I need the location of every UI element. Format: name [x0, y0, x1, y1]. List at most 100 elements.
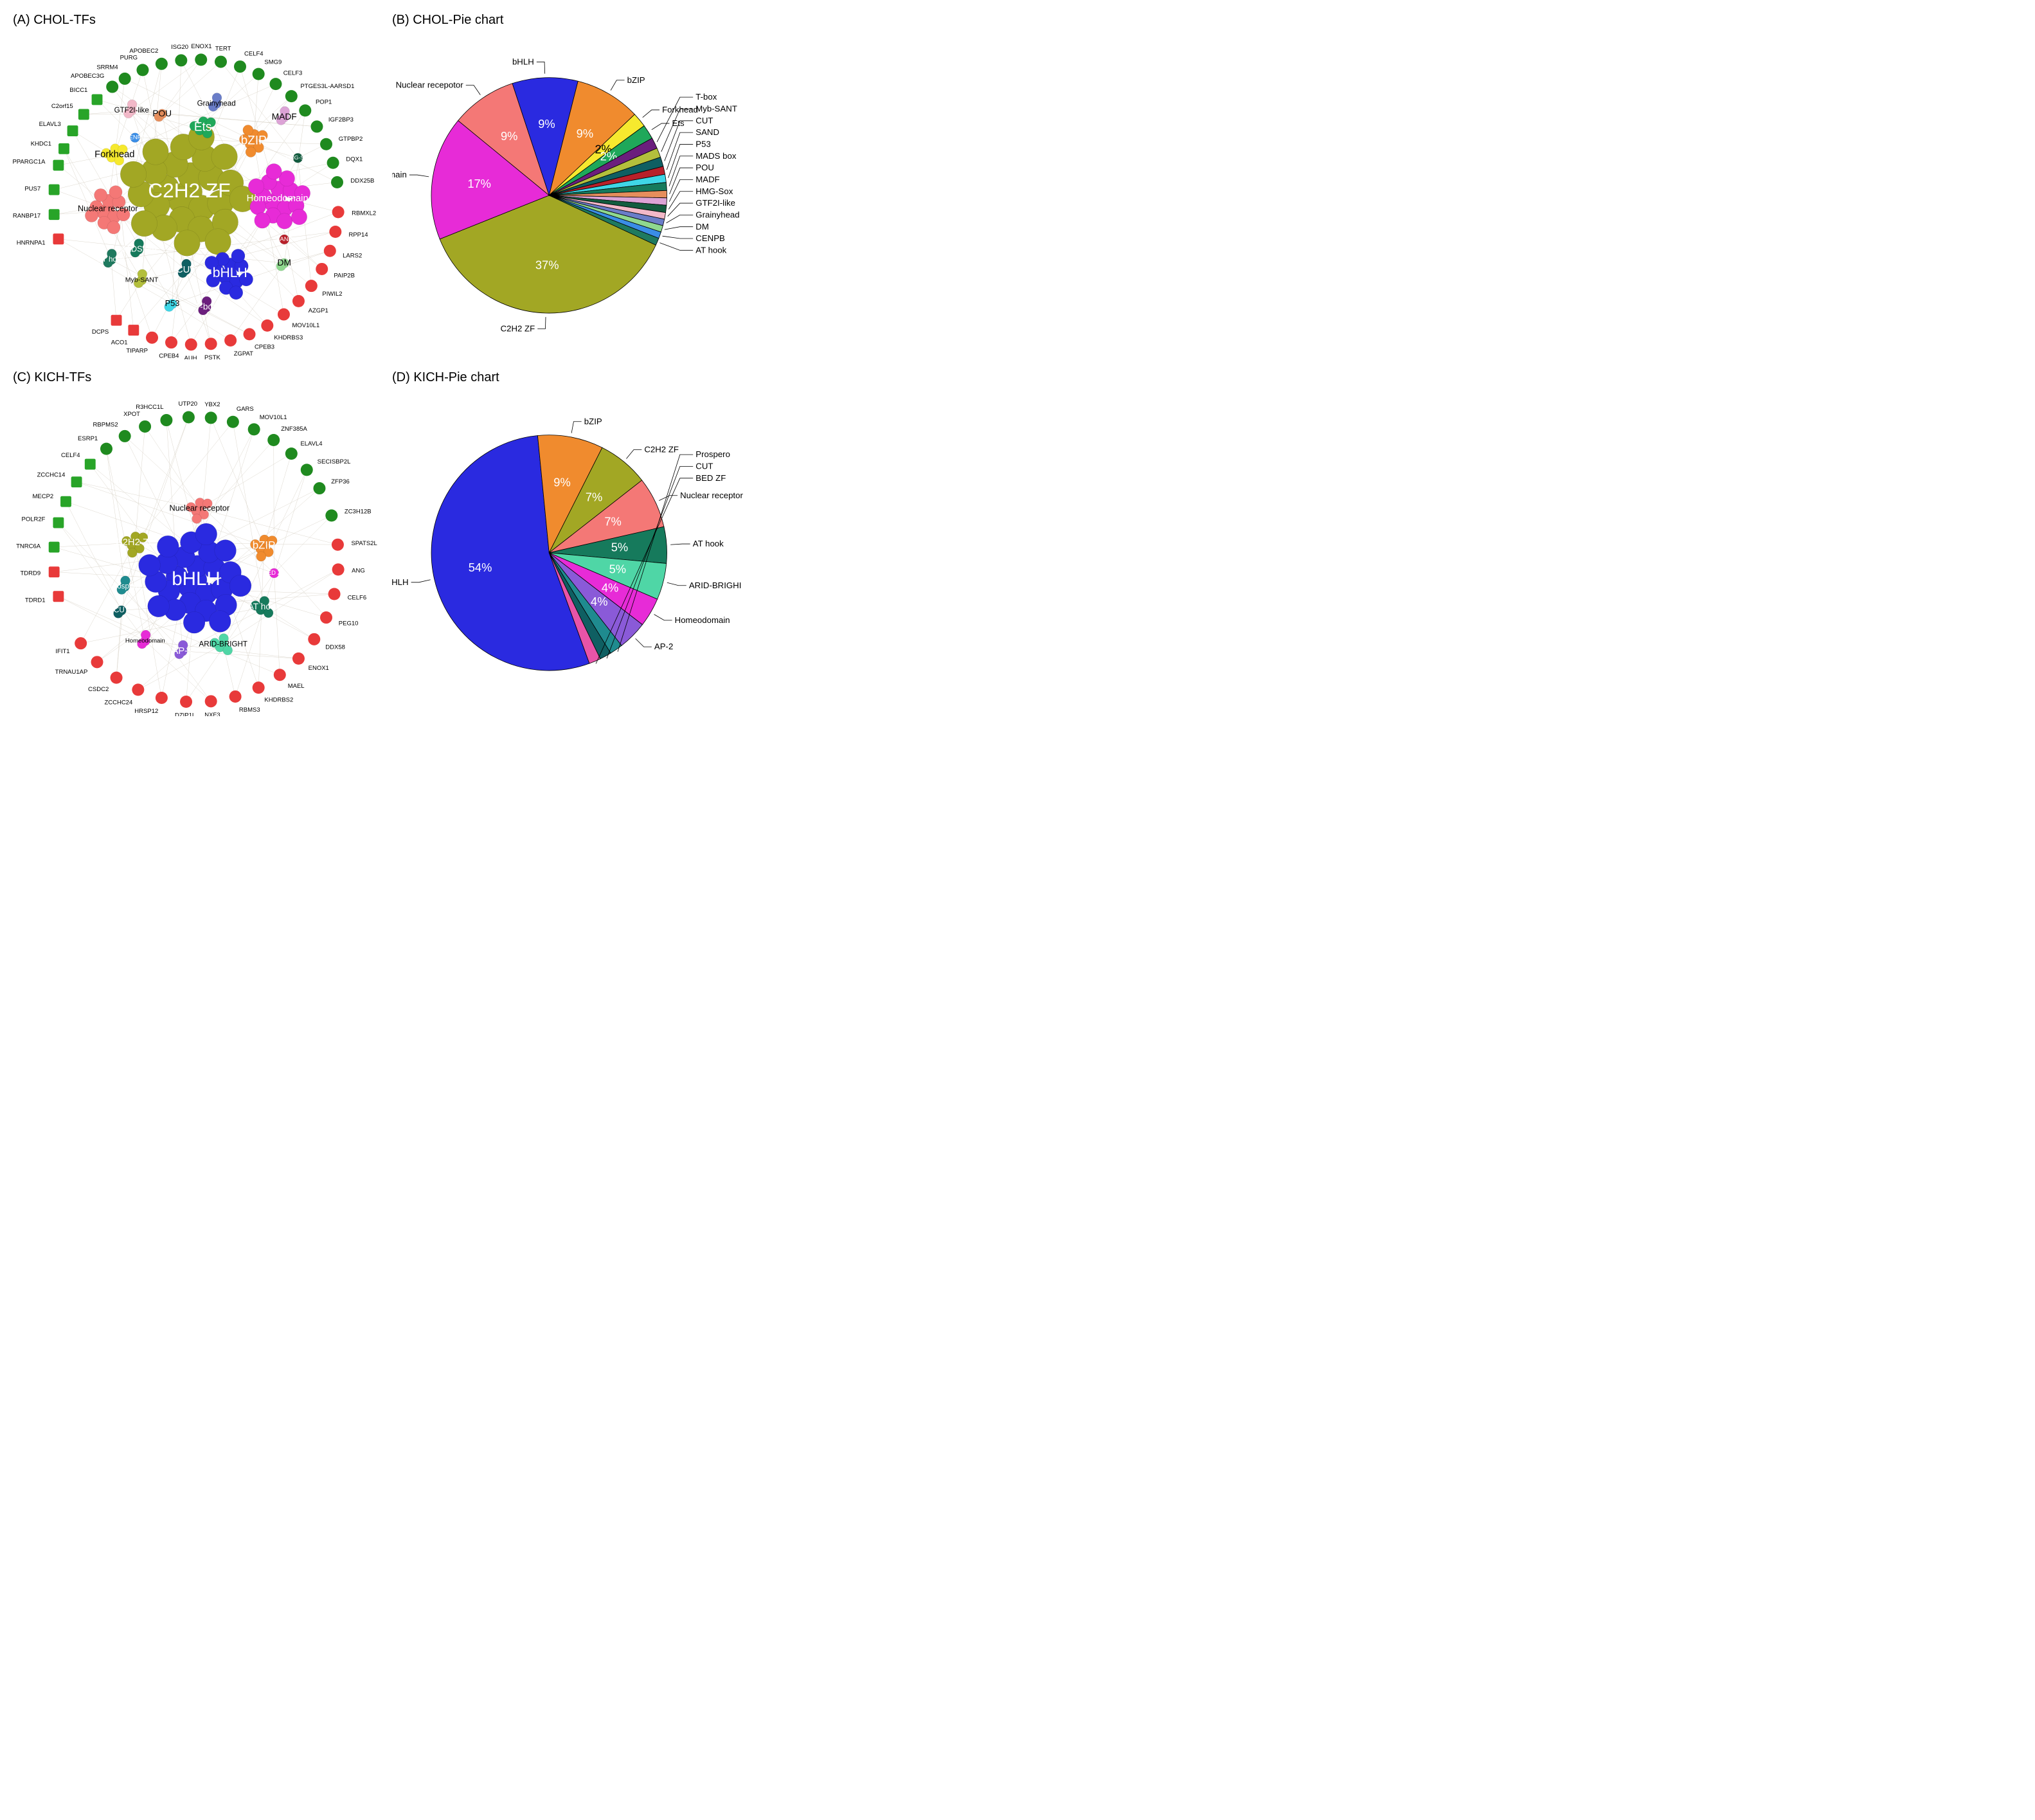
- cluster-c2h2-zf: C2H2 ZF: [116, 532, 154, 557]
- slice-label: Nuclear recepotor: [396, 80, 464, 90]
- cluster-bed-zf: BED ZF: [263, 568, 285, 578]
- slice-pct: 54%: [469, 561, 492, 574]
- svg-text:POLR2F: POLR2F: [22, 516, 46, 523]
- svg-text:Nuclear receptor: Nuclear receptor: [78, 204, 138, 213]
- svg-text:SPATS2L: SPATS2L: [351, 540, 377, 547]
- node-ppargc1a: PPARGC1A: [13, 159, 64, 171]
- node-igf2bp3: IGF2BP3: [310, 116, 353, 133]
- svg-text:PEG10: PEG10: [339, 620, 359, 627]
- svg-text:ZCCHC14: ZCCHC14: [37, 471, 66, 478]
- svg-text:KHDC1: KHDC1: [31, 141, 51, 148]
- node-elavl4: ELAVL4: [285, 440, 323, 460]
- cluster-t-box: T-box: [195, 296, 217, 315]
- svg-text:CENPB: CENPB: [125, 134, 146, 141]
- slice-pct: 7%: [586, 490, 602, 503]
- node-gtpbp2: GTPBP2: [320, 136, 363, 150]
- panel-c-network: bHLHbZIPNuclear receptorC2H2 ZFAT hookAR…: [13, 389, 379, 717]
- svg-text:NXF3: NXF3: [204, 712, 220, 717]
- svg-text:BED ZF: BED ZF: [263, 570, 285, 577]
- svg-text:RBMS3: RBMS3: [239, 707, 260, 714]
- svg-text:MOV10L1: MOV10L1: [260, 413, 287, 420]
- slice-label: T-box: [695, 92, 717, 102]
- svg-text:PPARGC1A: PPARGC1A: [13, 159, 46, 166]
- panel-a-network: C2H2 ZFHomeodomainbHLHNuclear receptorbZ…: [13, 32, 379, 359]
- svg-text:UTP20: UTP20: [179, 401, 198, 408]
- node-zfp36: ZFP36: [313, 478, 349, 494]
- slice-label: Myb-SANT: [695, 104, 737, 114]
- svg-text:CELF4: CELF4: [61, 452, 80, 459]
- panel-c: (C) KICH-TFs bHLHbZIPNuclear receptorC2H…: [13, 370, 379, 715]
- svg-text:ANG: ANG: [352, 567, 365, 574]
- node-pop1: POP1: [299, 98, 332, 116]
- slice-pct: 9%: [577, 127, 593, 140]
- svg-text:Prospero: Prospero: [110, 582, 140, 590]
- svg-text:TDRD1: TDRD1: [25, 597, 46, 604]
- panel-d: (D) KICH-Pie chart 54%9%7%7%5%5%4%4%bHLH…: [392, 370, 758, 715]
- node-pus7: PUS7: [24, 185, 59, 195]
- svg-text:ACO1: ACO1: [111, 339, 128, 347]
- panel-d-title: (D) KICH-Pie chart: [392, 370, 758, 385]
- svg-text:T-box: T-box: [195, 302, 217, 312]
- svg-text:Forkhead: Forkhead: [94, 149, 134, 159]
- svg-text:CUT: CUT: [176, 265, 195, 275]
- node-tert: TERT: [215, 45, 231, 68]
- svg-text:CELF4: CELF4: [244, 51, 264, 58]
- node-xpot: XPOT: [123, 411, 151, 433]
- panel-d-pie: 54%9%7%7%5%5%4%4%bHLHbZIPC2H2 ZFNuclear …: [392, 389, 758, 717]
- cluster-ap-2: AP-2: [172, 640, 193, 659]
- svg-text:C2orf15: C2orf15: [51, 103, 73, 110]
- svg-text:Myb-SANT: Myb-SANT: [125, 276, 159, 284]
- node-aco1: ACO1: [111, 325, 139, 347]
- slice-label: C2H2 ZF: [501, 323, 535, 333]
- node-ang: ANG: [332, 563, 365, 575]
- cluster-gtf2i-like: GTF2I-like: [114, 100, 149, 118]
- svg-text:APOBEC2: APOBEC2: [129, 48, 158, 55]
- svg-text:RBMXL2: RBMXL2: [352, 210, 376, 217]
- node-zc3h12b: ZC3H12B: [325, 508, 371, 521]
- cluster-cut: CUT: [114, 606, 129, 618]
- svg-text:Nuclear receptor: Nuclear receptor: [169, 503, 229, 512]
- panel-a-title: (A) CHOL-TFs: [13, 13, 379, 28]
- svg-text:TIPARP: TIPARP: [126, 347, 148, 354]
- slice-pct: 4%: [602, 581, 618, 594]
- svg-text:RANBP17: RANBP17: [13, 213, 40, 220]
- cluster-p53: P53: [165, 299, 180, 312]
- svg-text:AT hook: AT hook: [98, 255, 125, 264]
- slice-label: BED ZF: [695, 473, 726, 483]
- slice-label: HMG-Sox: [695, 186, 733, 196]
- svg-text:CPEB4: CPEB4: [159, 353, 179, 359]
- svg-text:ELAVL4: ELAVL4: [300, 440, 322, 447]
- svg-text:RBPMS2: RBPMS2: [93, 421, 118, 428]
- node-dcps: DCPS: [92, 315, 122, 336]
- svg-text:bZIP: bZIP: [241, 134, 267, 147]
- svg-text:RPP14: RPP14: [348, 231, 368, 239]
- slice-label: bZIP: [584, 416, 602, 426]
- svg-text:APOBEC3G: APOBEC3G: [71, 73, 104, 80]
- node-ybx2: YBX2: [204, 401, 220, 424]
- slice-label: CENPB: [695, 233, 725, 243]
- svg-text:ZGPAT: ZGPAT: [234, 350, 253, 357]
- svg-text:YBX2: YBX2: [204, 401, 220, 408]
- node-ddx25b: DDX25B: [331, 176, 374, 188]
- node-c2orf15: C2orf15: [51, 103, 89, 120]
- svg-text:Grainyhead: Grainyhead: [197, 99, 236, 107]
- slice-pct: 5%: [609, 562, 626, 575]
- svg-text:BICC1: BICC1: [69, 87, 87, 94]
- svg-text:ELAVL3: ELAVL3: [39, 121, 61, 128]
- node-dzip1l: DZIP1L: [175, 696, 195, 717]
- svg-text:IGF2BP3: IGF2BP3: [328, 116, 354, 123]
- node-tdrd1: TDRD1: [25, 591, 64, 604]
- node-polr2f: POLR2F: [22, 516, 64, 528]
- svg-text:ARID-BRIGHT: ARID-BRIGHT: [199, 640, 247, 648]
- slice-label: Forkhead: [662, 105, 698, 114]
- panel-a: (A) CHOL-TFs C2H2 ZFHomeodomainbHLHNucle…: [13, 13, 379, 357]
- node-enox1: ENOX1: [191, 43, 211, 66]
- slice-label: DM: [695, 222, 709, 231]
- svg-text:KHDRBS3: KHDRBS3: [274, 334, 303, 341]
- cluster-sand: SAND: [276, 235, 293, 244]
- svg-text:DDX58: DDX58: [325, 644, 345, 651]
- svg-text:TDRD9: TDRD9: [20, 570, 40, 577]
- cluster-homeodomain: Homeodomain: [247, 164, 310, 230]
- svg-text:CELF3: CELF3: [283, 69, 303, 77]
- slice-label: Grainyhead: [695, 210, 739, 219]
